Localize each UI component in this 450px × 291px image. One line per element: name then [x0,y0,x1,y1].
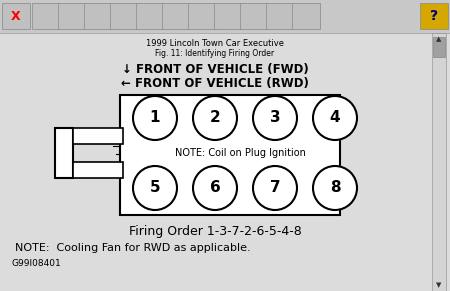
Bar [162,3,190,29]
Bar [240,3,268,29]
Circle shape [253,166,297,210]
Text: ← FRONT OF VEHICLE (RWD): ← FRONT OF VEHICLE (RWD) [121,77,309,91]
Bar [120,95,340,215]
Circle shape [253,96,297,140]
Text: Firing Order 1-3-7-2-6-5-4-8: Firing Order 1-3-7-2-6-5-4-8 [129,226,302,239]
Text: 3: 3 [270,111,280,125]
Bar [292,3,320,29]
Text: X: X [11,10,21,22]
Bar [0,0,450,33]
Bar [420,3,448,29]
Text: ▲: ▲ [436,36,442,42]
Text: G99I08401: G99I08401 [12,258,62,267]
Bar [2,3,30,29]
Bar [266,3,294,29]
Text: 2: 2 [210,111,220,125]
Bar [188,3,216,29]
Bar [432,33,446,291]
Bar [433,37,445,57]
Text: ↓ FRONT OF VEHICLE (FWD): ↓ FRONT OF VEHICLE (FWD) [122,63,308,77]
Text: NOTE:  Cooling Fan for RWD as applicable.: NOTE: Cooling Fan for RWD as applicable. [15,243,251,253]
Bar [73,128,123,144]
Text: 8: 8 [330,180,340,196]
Circle shape [193,166,237,210]
Bar [73,162,123,178]
Text: ▼: ▼ [436,282,442,288]
Text: Fig. 11: Identifying Firing Order: Fig. 11: Identifying Firing Order [155,49,274,58]
Text: 5: 5 [150,180,160,196]
Text: ?: ? [430,9,438,23]
Text: 7: 7 [270,180,280,196]
Bar [32,3,60,29]
Bar [136,3,164,29]
Text: 1999 Lincoln Town Car Executive: 1999 Lincoln Town Car Executive [146,40,284,49]
Circle shape [313,166,357,210]
Bar [55,128,73,178]
Text: 1: 1 [150,111,160,125]
Circle shape [133,166,177,210]
Bar [110,3,138,29]
Bar [214,3,242,29]
Circle shape [313,96,357,140]
Bar [84,3,112,29]
Text: NOTE: Coil on Plug Ignition: NOTE: Coil on Plug Ignition [175,148,306,158]
Circle shape [133,96,177,140]
Bar [58,3,86,29]
Text: 6: 6 [210,180,220,196]
Text: 4: 4 [330,111,340,125]
Circle shape [193,96,237,140]
